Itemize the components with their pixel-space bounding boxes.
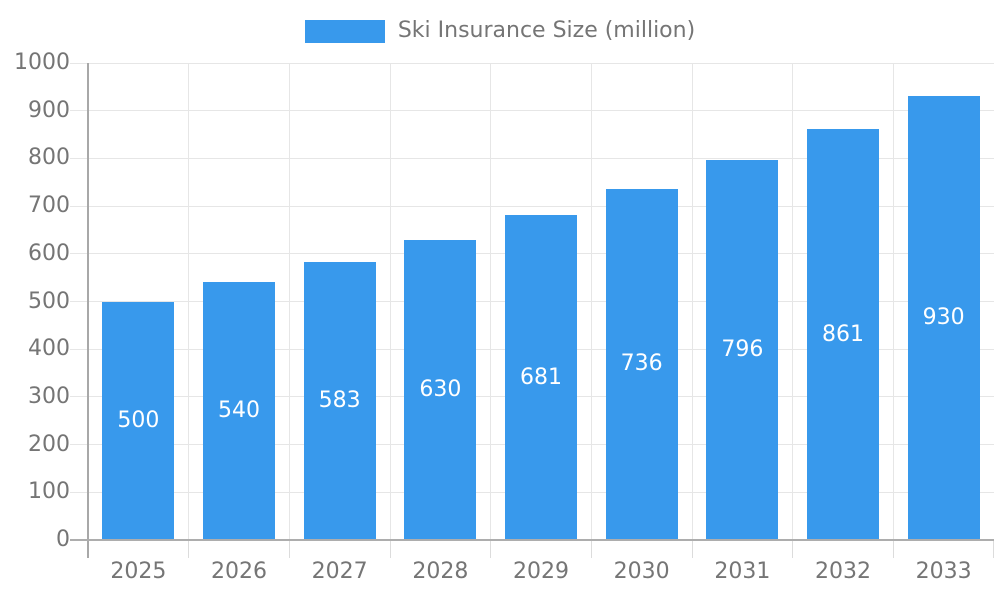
x-tick [288,540,290,558]
y-gridline [70,205,994,207]
bar-value-label: 500 [117,407,160,433]
bar-2031 [706,160,779,540]
y-axis-label: 0 [56,527,70,552]
bar-2030 [605,188,678,540]
y-axis-label: 200 [28,431,70,457]
y-axis-label: 900 [28,97,70,123]
y-axis-label: 600 [28,240,70,266]
x-axis-label: 2029 [512,559,569,584]
x-gridline [389,63,391,540]
x-axis-label: 2031 [714,559,771,584]
y-axis-label: 400 [28,336,70,362]
bar-value-label: 630 [419,376,462,402]
bar-2033 [907,96,980,540]
x-gridline [188,63,190,540]
x-gridline [288,63,290,540]
bar-value-label: 583 [318,387,361,413]
y-gridline [70,62,994,64]
y-axis-label: 800 [28,145,70,171]
bar-value-label: 681 [520,364,562,390]
x-tick [188,540,190,558]
y-axis-label: 500 [28,288,70,314]
x-axis-label: 2026 [210,559,267,584]
bar-value-label: 930 [922,305,965,331]
y-axis-label: 100 [28,479,70,505]
x-axis-label: 2025 [110,559,167,584]
x-tick [590,540,592,558]
bar-value-label: 861 [822,321,864,347]
bar-2028 [404,239,477,540]
x-tick [892,540,894,558]
y-axis-line [87,63,89,558]
chart-legend: Ski Insurance Size (million) [0,19,1000,43]
x-axis-label: 2030 [613,559,670,584]
bar-value-label: 540 [218,398,260,424]
x-tick [691,540,693,558]
y-axis-label: 700 [28,193,70,219]
bar-value-label: 736 [620,351,663,377]
x-tick [389,540,391,558]
y-gridline [70,110,994,112]
x-gridline [892,63,894,540]
plot-area: 500 540 583 630 681 736 796 861 930 0 100 200 300 400… [14,52,994,584]
bar-2032 [807,129,879,540]
x-axis-label: 2027 [311,559,368,584]
legend-label: Ski Insurance Size (million) [397,18,696,43]
y-gridline [70,157,994,159]
x-gridline [490,63,492,540]
x-tick [792,540,794,558]
y-axis-label: 1000 [14,50,70,75]
x-axis-label: 2028 [412,559,469,584]
x-tick [490,540,492,558]
x-gridline [792,63,794,540]
x-axis-label: 2032 [814,559,871,584]
x-tick [992,540,994,558]
bar-2029 [505,215,577,540]
bar-2025 [102,301,175,540]
bar-2026 [203,282,275,540]
bar-2027 [303,261,376,540]
legend-swatch [304,19,385,43]
x-gridline [691,63,693,540]
x-axis-label: 2033 [915,559,972,584]
bar-value-label: 796 [721,337,764,363]
y-axis-label: 300 [28,383,70,409]
x-gridline [590,63,592,540]
x-axis-line [70,539,994,541]
